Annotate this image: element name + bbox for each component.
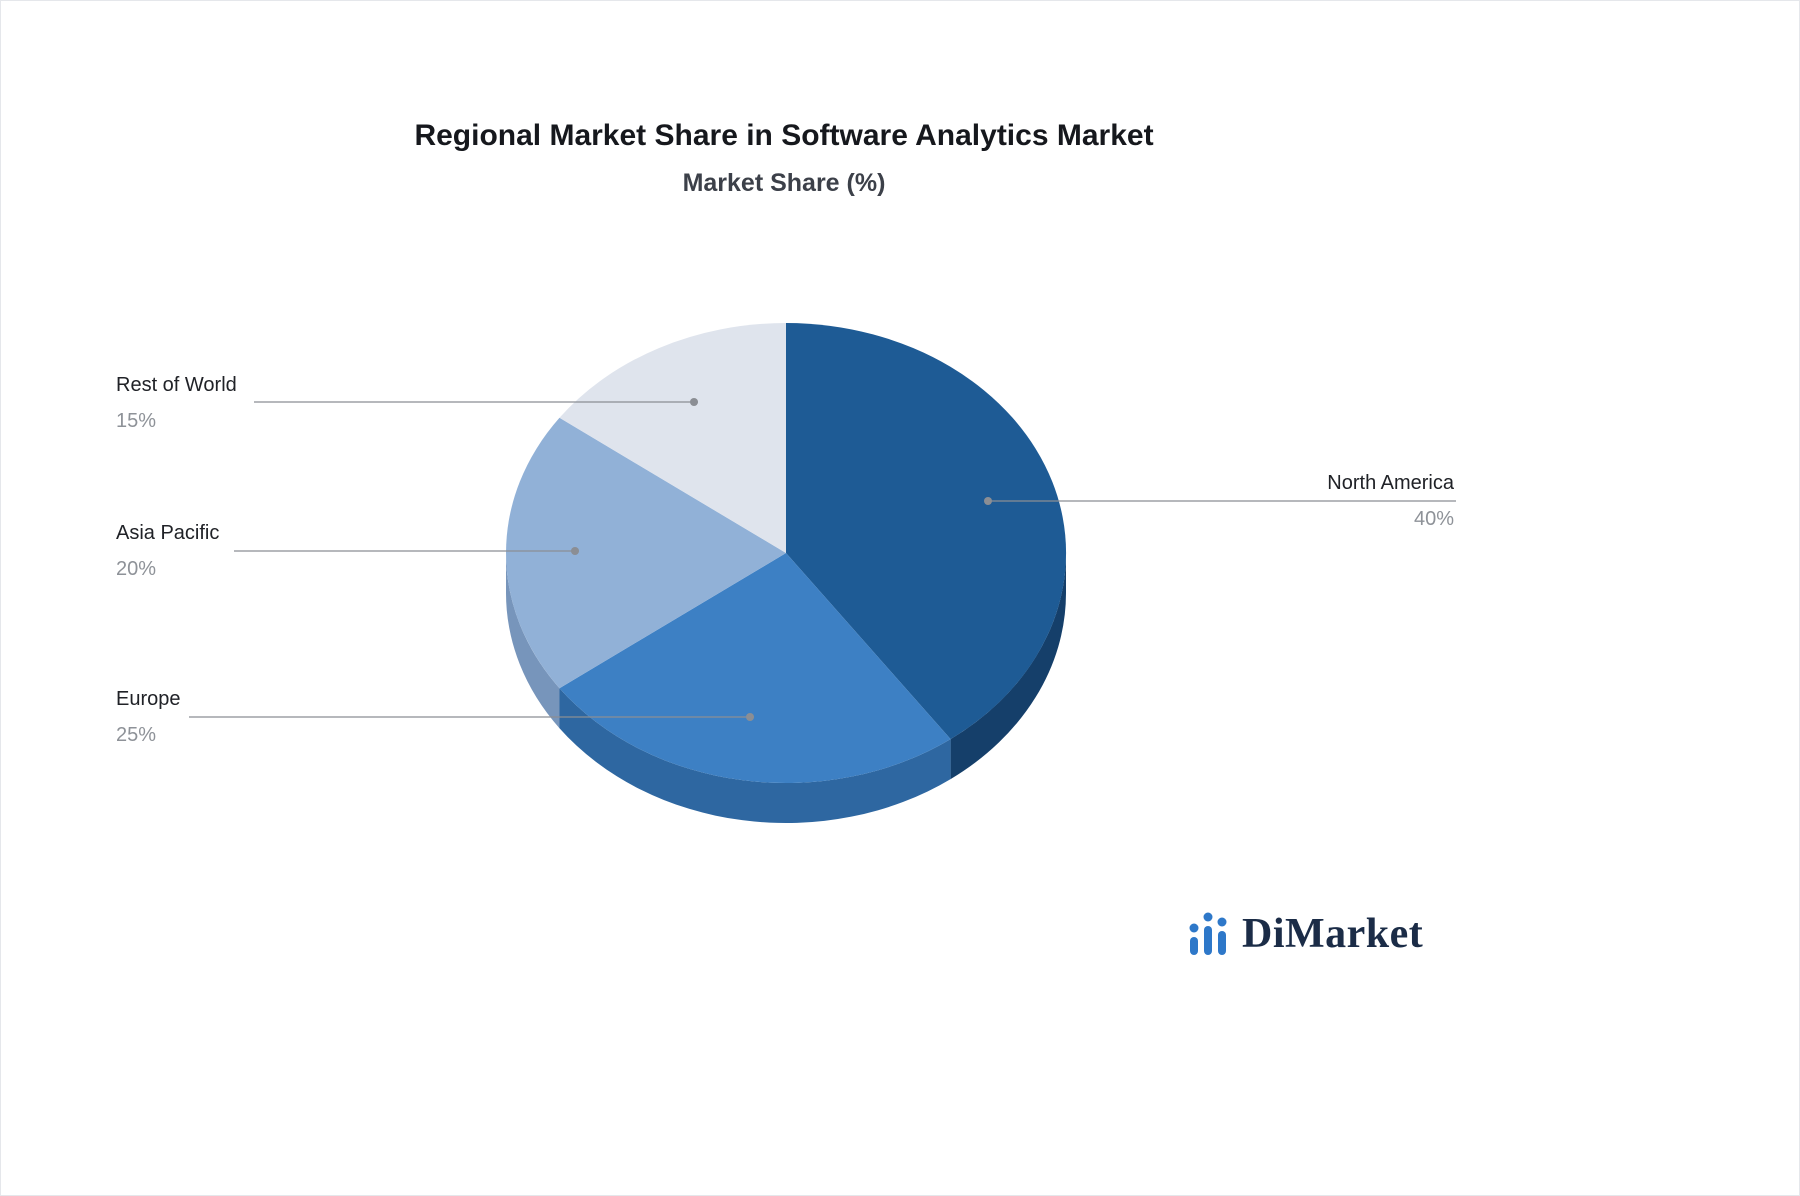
pie-label-asia-pacific: Asia Pacific 20% xyxy=(116,523,219,579)
slice-label: Europe xyxy=(116,688,181,710)
dimarket-logo: DiMarket xyxy=(1186,909,1423,959)
pie-label-rest-of-world: Rest of World 15% xyxy=(116,375,237,431)
pie-label-europe: Europe 25% xyxy=(116,689,181,745)
bar-chart-logo-icon xyxy=(1189,912,1227,955)
brand-name: DiMarket xyxy=(1242,911,1424,957)
slice-label: Rest of World xyxy=(116,374,237,396)
pie-label-north-america: North America 40% xyxy=(1327,473,1454,529)
chart-title: Regional Market Share in Software Analyt… xyxy=(414,119,1154,152)
slice-value: 20% xyxy=(116,558,157,580)
slice-value: 40% xyxy=(1413,508,1454,530)
chart-subtitle: Market Share (%) xyxy=(682,169,886,197)
slice-value: 15% xyxy=(116,410,157,432)
slice-label: Asia Pacific xyxy=(116,522,220,544)
slice-value: 25% xyxy=(116,724,157,746)
slice-label: North America xyxy=(1327,472,1454,494)
